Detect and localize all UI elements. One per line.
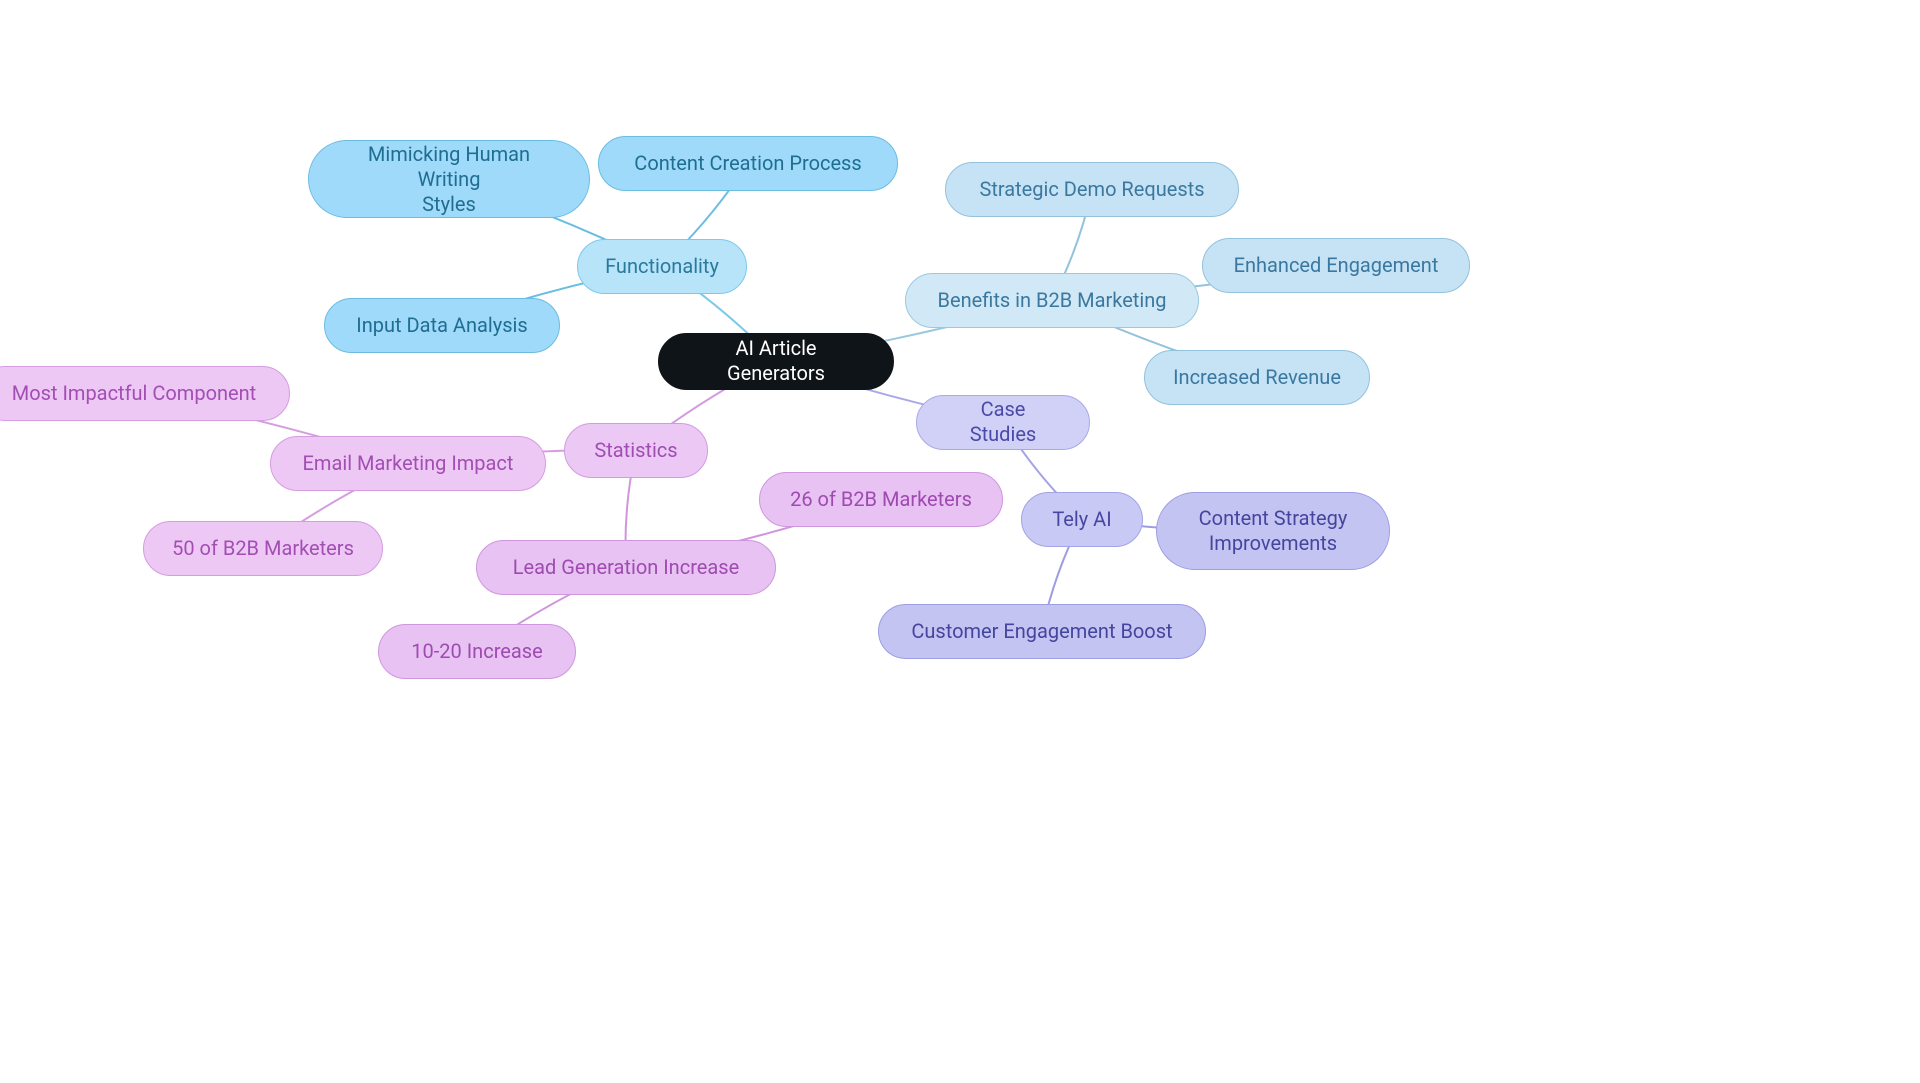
node-most_impactful: Most Impactful Component	[0, 366, 290, 421]
node-benefits: Benefits in B2B Marketing	[905, 273, 1199, 328]
node-lead_gen: Lead Generation Increase	[476, 540, 776, 595]
node-functionality: Functionality	[577, 239, 747, 294]
node-customer_boost: Customer Engagement Boost	[878, 604, 1206, 659]
mindmap-canvas: AI Article Generators Functionality Conten…	[0, 0, 1920, 1083]
node-email_impact: Email Marketing Impact	[270, 436, 546, 491]
node-engagement: Enhanced Engagement	[1202, 238, 1470, 293]
node-input_analysis: Input Data Analysis	[324, 298, 560, 353]
node-content_creation: Content Creation Process	[598, 136, 898, 191]
node-case_studies: Case Studies	[916, 395, 1090, 450]
node-10_20: 10-20 Increase	[378, 624, 576, 679]
node-statistics: Statistics	[564, 423, 708, 478]
node-26_b2b: 26 of B2B Marketers	[759, 472, 1003, 527]
node-fifty_b2b: 50 of B2B Marketers	[143, 521, 383, 576]
node-content_strategy: Content Strategy Improvements	[1156, 492, 1390, 570]
node-strategic_demo: Strategic Demo Requests	[945, 162, 1239, 217]
node-root: AI Article Generators	[658, 333, 894, 390]
node-mimicking: Mimicking Human Writing Styles	[308, 140, 590, 218]
node-tely: Tely AI	[1021, 492, 1143, 547]
node-revenue: Increased Revenue	[1144, 350, 1370, 405]
